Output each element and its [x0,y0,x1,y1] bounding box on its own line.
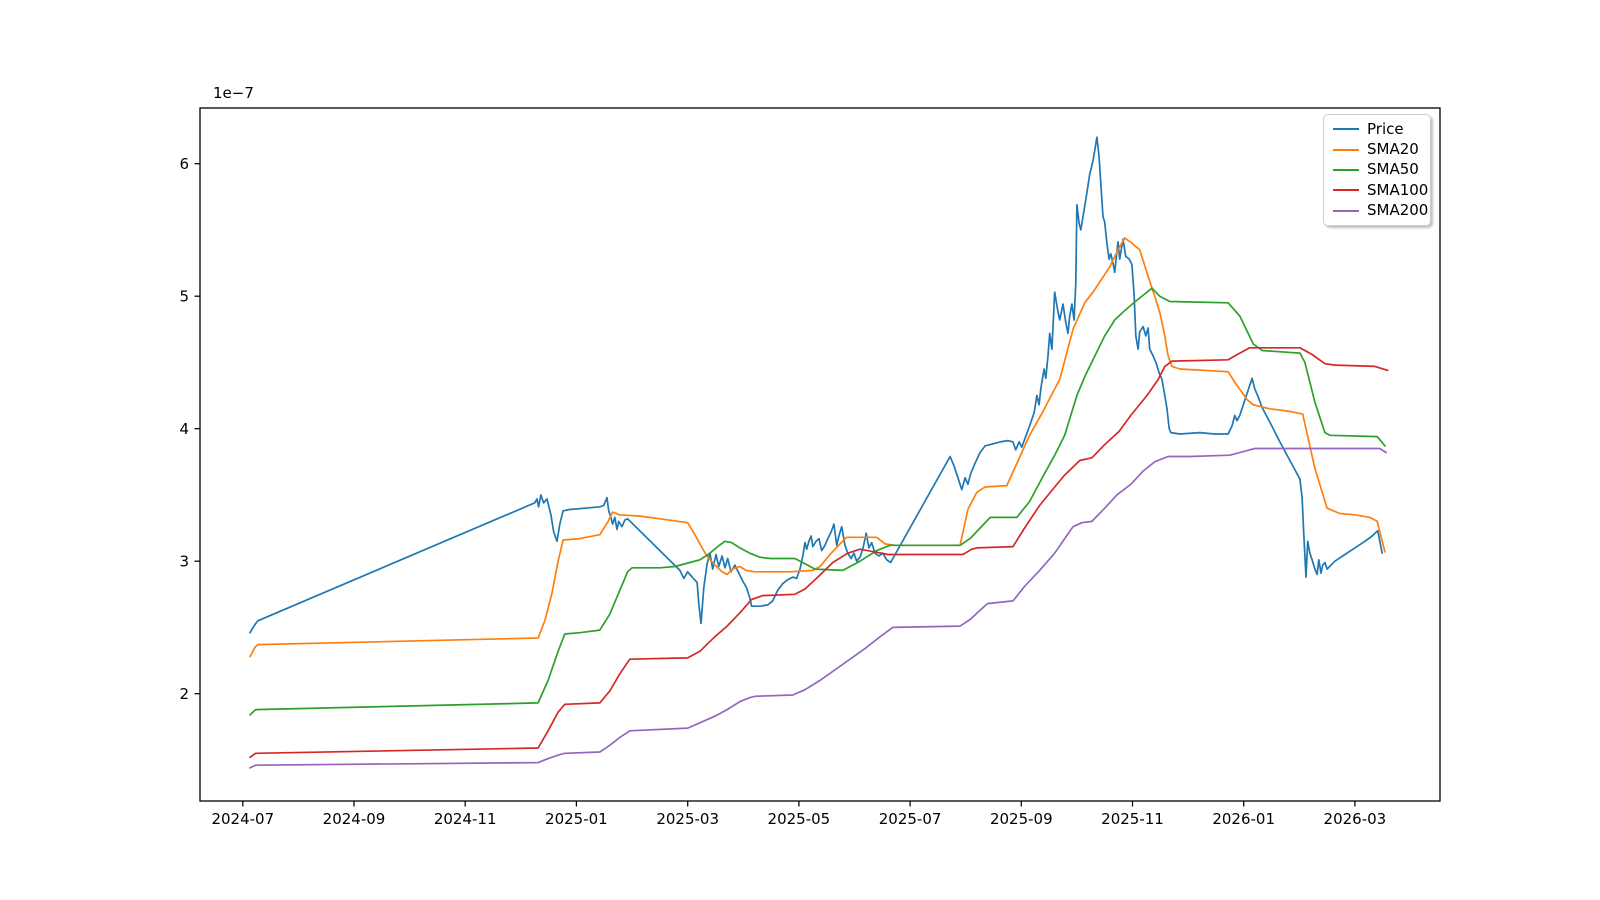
legend-entry-sma50: SMA50 [1324,162,1430,177]
legend-entry-sma200: SMA200 [1324,203,1430,218]
sma50-line-swatch-icon [1333,168,1359,171]
x-tick-label: 2024-09 [323,810,386,828]
y-tick-label: 5 [179,288,189,306]
x-tick-label: 2025-03 [656,810,719,828]
x-tick-label: 2024-07 [211,810,274,828]
legend-label-sma200: SMA200 [1367,201,1429,220]
y-tick-label: 3 [179,553,189,571]
x-tick-label: 2025-01 [545,810,608,828]
x-tick-label: 2025-05 [768,810,831,828]
series-line-sma100 [249,346,1389,759]
x-tick-label: 2024-11 [434,810,497,828]
legend-label-price: Price [1367,119,1404,138]
x-tick-label: 2025-09 [990,810,1053,828]
series-line-price [249,136,1384,634]
sma20-line-swatch-icon [1333,148,1359,151]
legend-label-sma100: SMA100 [1367,180,1429,199]
y-axis-offset-label: 1e−7 [213,84,254,102]
legend-label-sma20: SMA20 [1367,140,1419,159]
sma200-line-swatch-icon [1333,209,1359,212]
series-line-sma50 [249,287,1386,716]
x-tick-label: 2026-01 [1212,810,1275,828]
legend-entry-sma100: SMA100 [1324,180,1430,199]
x-tick-label: 2026-03 [1324,810,1387,828]
x-tick-label: 2025-11 [1101,810,1164,828]
axes-frame [199,107,1441,802]
series-line-sma200 [249,447,1387,769]
sma100-line-swatch-icon [1333,189,1359,192]
legend-label-sma50: SMA50 [1367,160,1419,179]
legend: Price SMA20 SMA50 SMA100 SMA200 [1323,114,1431,226]
series-line-sma20 [249,237,1386,658]
x-tick-label: 2025-07 [879,810,942,828]
y-tick-label: 6 [179,155,189,173]
y-tick-label: 4 [179,420,189,438]
price-line-swatch-icon [1333,128,1359,131]
y-tick-label: 2 [179,685,189,703]
legend-entry-sma20: SMA20 [1324,142,1430,157]
legend-entry-price: Price [1324,119,1430,138]
